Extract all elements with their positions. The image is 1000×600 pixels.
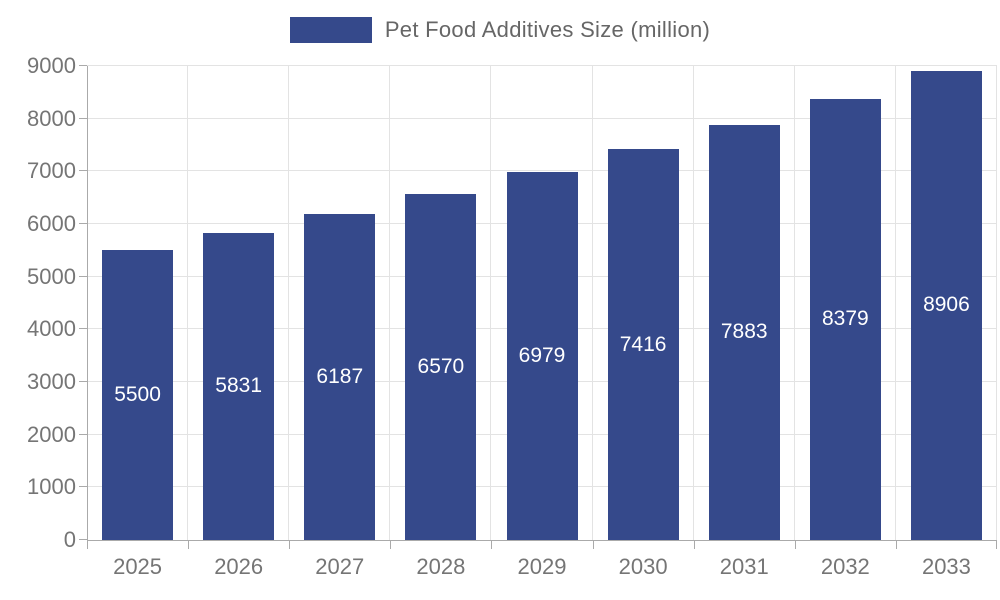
- bar-value-label: 8379: [821, 307, 869, 331]
- x-axis-tick-label: 2030: [618, 554, 668, 579]
- x-axis-tick-label: 2033: [921, 554, 971, 579]
- y-axis-tick-label: 1000: [27, 474, 76, 500]
- bar: 5831: [203, 232, 275, 540]
- x-gridline: [389, 66, 391, 540]
- bar: 8906: [910, 70, 982, 540]
- x-axis-tick: [491, 541, 493, 549]
- chart-legend: Pet Food Additives Size (million): [0, 17, 1000, 43]
- bar-value-label: 5831: [215, 374, 263, 398]
- x-axis-tick: [794, 541, 796, 549]
- y-axis-tick: [79, 275, 87, 277]
- plot-area: 5500 5831 6187 6570 6979 7416 7883 8379 8906: [79, 65, 997, 549]
- x-axis-line: [87, 540, 997, 541]
- x-gridline: [187, 66, 189, 540]
- y-axis-tick: [79, 539, 87, 540]
- x-axis-tick: [289, 541, 291, 549]
- bar-value-label: 5500: [114, 383, 161, 407]
- y-axis-tick: [79, 486, 87, 488]
- x-gridline: [490, 66, 492, 540]
- bar: 8379: [809, 98, 881, 540]
- y-axis-tick-label: 3000: [27, 369, 76, 394]
- y-gridline: [87, 117, 997, 119]
- bar-value-label: 7883: [720, 320, 768, 344]
- x-gridline: [692, 66, 694, 540]
- legend-label: Pet Food Additives Size (million): [384, 17, 711, 42]
- x-gridline: [591, 66, 593, 540]
- x-axis-tick-label: 2031: [719, 554, 769, 579]
- bar: 6570: [405, 193, 477, 540]
- x-gridline: [996, 66, 997, 540]
- x-axis-tick: [390, 541, 392, 549]
- bar: 6979: [506, 172, 578, 540]
- x-axis-tick: [996, 541, 997, 549]
- x-axis-tick: [188, 541, 190, 549]
- x-axis-tick-label: 2029: [517, 554, 567, 579]
- y-axis-tick-label: 7000: [27, 158, 76, 184]
- y-axis-tick: [79, 381, 87, 382]
- bar-value-label: 6979: [518, 344, 566, 368]
- bar-value-label: 6187: [316, 365, 364, 389]
- x-axis-tick: [693, 541, 695, 549]
- x-gridline: [894, 66, 896, 540]
- y-axis-tick: [79, 223, 87, 224]
- x-axis-tick: [895, 541, 897, 549]
- bar: 5500: [102, 250, 174, 540]
- bar-value-label: 8906: [923, 293, 970, 317]
- y-axis-tick: [79, 65, 87, 66]
- bar: 7416: [607, 149, 679, 540]
- bar: 7883: [708, 124, 780, 540]
- x-axis-tick-label: 2027: [315, 554, 365, 579]
- y-axis-tick-label: 4000: [27, 316, 76, 342]
- y-axis-tick: [79, 170, 87, 172]
- x-gridline: [288, 66, 290, 540]
- y-axis-tick: [79, 328, 87, 330]
- x-gridline: [793, 66, 795, 540]
- x-axis-tick-label: 2028: [416, 554, 466, 579]
- y-axis-tick-label: 8000: [27, 105, 76, 131]
- y-axis-tick-label: 5000: [27, 263, 76, 289]
- x-axis-tick-label: 2025: [113, 554, 163, 579]
- bar-value-label: 6570: [417, 355, 465, 378]
- x-axis-tick: [592, 541, 594, 549]
- y-axis-line: [87, 66, 88, 549]
- y-axis-tick-label: 2000: [27, 421, 76, 447]
- y-axis-tick-label: 9000: [27, 53, 76, 78]
- y-axis-tick: [79, 433, 87, 435]
- x-axis-tick-label: 2032: [820, 554, 870, 579]
- legend-swatch: [289, 17, 372, 43]
- x-axis-tick-label: 2026: [214, 554, 264, 579]
- y-axis-tick: [79, 117, 87, 119]
- y-axis-tick-label: 0: [63, 527, 76, 552]
- y-gridline: [87, 65, 997, 66]
- y-gridline: [87, 170, 997, 172]
- y-axis-tick-label: 6000: [27, 211, 76, 236]
- bar-value-label: 7416: [619, 332, 667, 356]
- bar: 6187: [304, 214, 376, 540]
